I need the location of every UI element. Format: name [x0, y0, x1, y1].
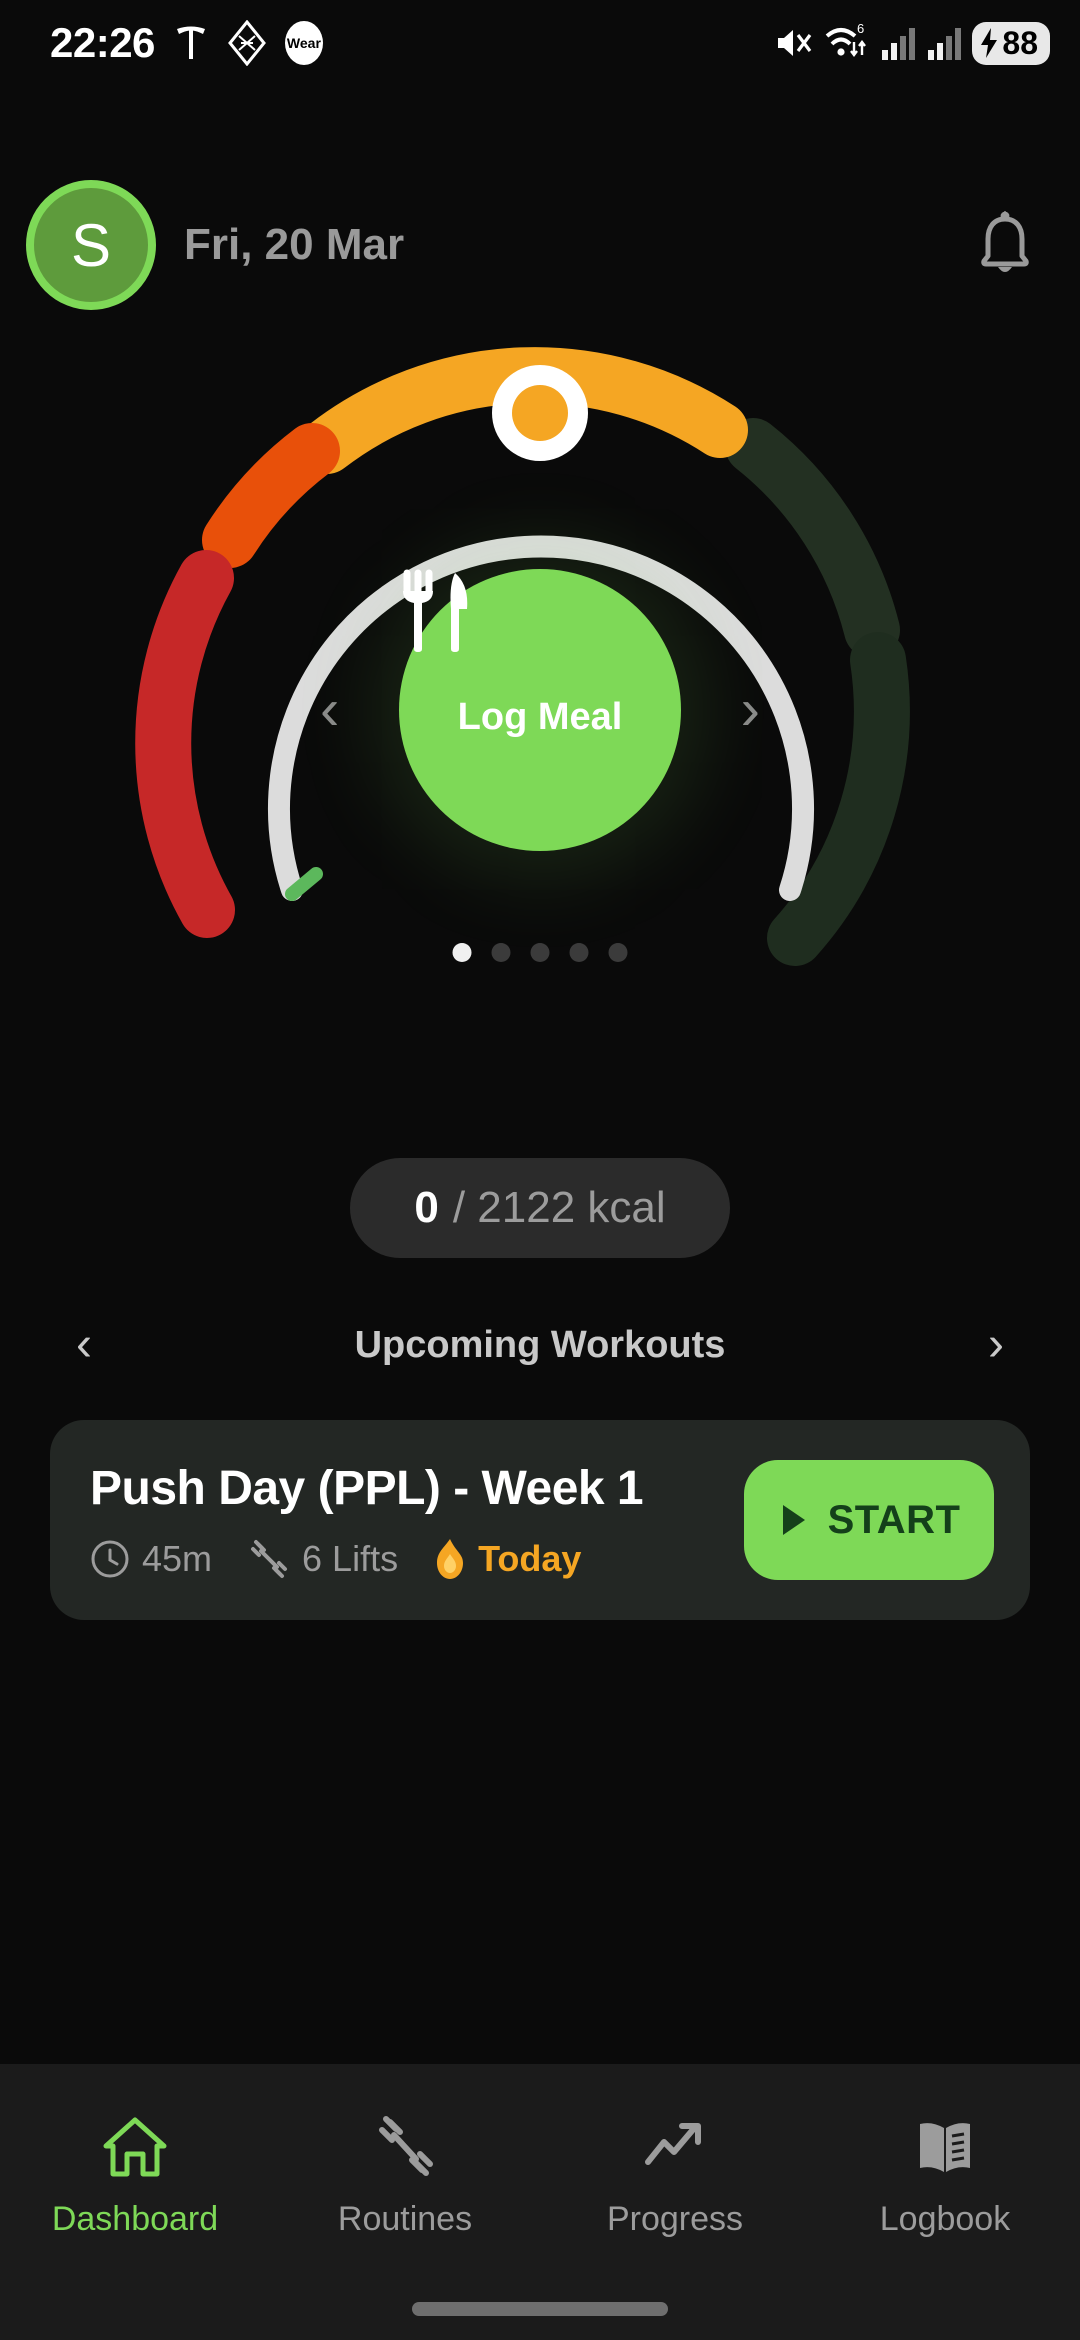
- workout-lifts-label: 6 Lifts: [302, 1537, 399, 1579]
- upcoming-next-button[interactable]: ›: [988, 1318, 1004, 1371]
- status-bar-left: 22:26 Wear: [50, 19, 323, 67]
- gauge-arcs: [135, 347, 910, 966]
- avatar-initial: S: [70, 211, 112, 279]
- workout-lifts: 6 Lifts: [248, 1538, 398, 1580]
- bell-icon: [972, 209, 1038, 281]
- carousel-dot-5[interactable]: [608, 943, 628, 962]
- calories-goal: / 2122 kcal: [452, 1183, 666, 1232]
- nav-label-routines: Routines: [337, 2200, 473, 2238]
- workout-meta: 45m 6 Lifts: [90, 1538, 744, 1580]
- signal-bars-icon: [880, 24, 916, 62]
- dumbbell-icon: [372, 2116, 438, 2178]
- status-bar-clock: 22:26: [50, 19, 155, 66]
- dumbbell-icon: [248, 1538, 290, 1580]
- workout-card[interactable]: Push Day (PPL) - Week 1 45m: [50, 1420, 1030, 1620]
- start-workout-button[interactable]: START: [744, 1460, 994, 1580]
- gauge-arc-red: [135, 550, 235, 938]
- home-icon: [102, 2116, 168, 2178]
- battery-indicator: 88: [972, 21, 1050, 65]
- avatar[interactable]: S: [26, 180, 156, 310]
- carousel-dot-1[interactable]: [452, 943, 472, 962]
- tesla-icon: [173, 23, 209, 63]
- calorie-gauge: ‹ › Log Meal: [40, 320, 1040, 1120]
- log-meal-button[interactable]: Log Meal: [399, 569, 681, 851]
- battery-level: 88: [1002, 24, 1038, 61]
- workout-schedule: Today: [434, 1538, 581, 1580]
- gauge-arc-remaining-lower: [767, 632, 910, 966]
- gauge-next-action[interactable]: ›: [740, 677, 760, 742]
- app-header: S Fri, 20 Mar: [0, 180, 1080, 310]
- status-bar: 22:26 Wear: [0, 0, 1080, 86]
- gauge-prev-action[interactable]: ‹: [320, 677, 340, 742]
- mute-icon: [774, 23, 814, 63]
- carousel-dot-3[interactable]: [530, 943, 550, 962]
- start-label: START: [827, 1497, 961, 1542]
- section-title: Upcoming Workouts: [354, 1323, 726, 1366]
- clock-icon: [90, 1539, 130, 1579]
- nav-item-dashboard[interactable]: Dashboard: [15, 2116, 255, 2239]
- nav-item-logbook[interactable]: Logbook: [825, 2116, 1065, 2239]
- charging-bolt-icon: [978, 27, 1000, 59]
- gauge-arc-remaining-upper: [725, 418, 900, 658]
- trending-up-icon: [642, 2116, 708, 2178]
- book-icon: [912, 2116, 978, 2178]
- workout-card-info: Push Day (PPL) - Week 1 45m: [90, 1461, 744, 1580]
- status-bar-right: 6: [774, 21, 1050, 65]
- log-meal-label: Log Meal: [457, 695, 623, 738]
- gauge-inner-track: [268, 535, 814, 901]
- bottom-navigation: Dashboard Routines Pr: [0, 2064, 1080, 2340]
- calories-current: 0: [414, 1183, 439, 1232]
- gauge-progress-tick: [285, 867, 323, 901]
- flame-icon: [434, 1538, 466, 1580]
- play-icon: [778, 1502, 810, 1538]
- workout-duration: 45m: [90, 1538, 212, 1580]
- diamond-icon: [227, 20, 267, 66]
- upcoming-prev-button[interactable]: ‹: [76, 1318, 92, 1371]
- gesture-bar[interactable]: [412, 2302, 668, 2316]
- carousel-dot-2[interactable]: [491, 943, 511, 962]
- upcoming-workouts-header: ‹ Upcoming Workouts ›: [0, 1300, 1080, 1390]
- workout-schedule-label: Today: [478, 1537, 582, 1579]
- calorie-summary-pill[interactable]: 0 / 2122 kcal: [350, 1158, 730, 1258]
- notifications-button[interactable]: [960, 200, 1050, 290]
- nav-label-progress: Progress: [606, 2200, 744, 2238]
- svg-text:6: 6: [857, 22, 864, 36]
- workout-duration-label: 45m: [142, 1537, 213, 1579]
- signal-bars-icon-2: [926, 24, 962, 62]
- nav-label-dashboard: Dashboard: [51, 2200, 219, 2238]
- nav-label-logbook: Logbook: [879, 2200, 1011, 2238]
- gauge-knob-center: [512, 385, 568, 441]
- nav-item-progress[interactable]: Progress: [555, 2116, 795, 2239]
- workout-title: Push Day (PPL) - Week 1: [90, 1461, 644, 1515]
- wifi6-icon: 6: [824, 22, 870, 64]
- gauge-arc-orange: [202, 423, 340, 568]
- wear-badge: Wear: [284, 21, 323, 65]
- carousel-dot-4[interactable]: [569, 943, 589, 962]
- gauge-carousel-dots: [452, 943, 628, 962]
- nav-item-routines[interactable]: Routines: [285, 2116, 525, 2239]
- date-label: Fri, 20 Mar: [184, 220, 405, 269]
